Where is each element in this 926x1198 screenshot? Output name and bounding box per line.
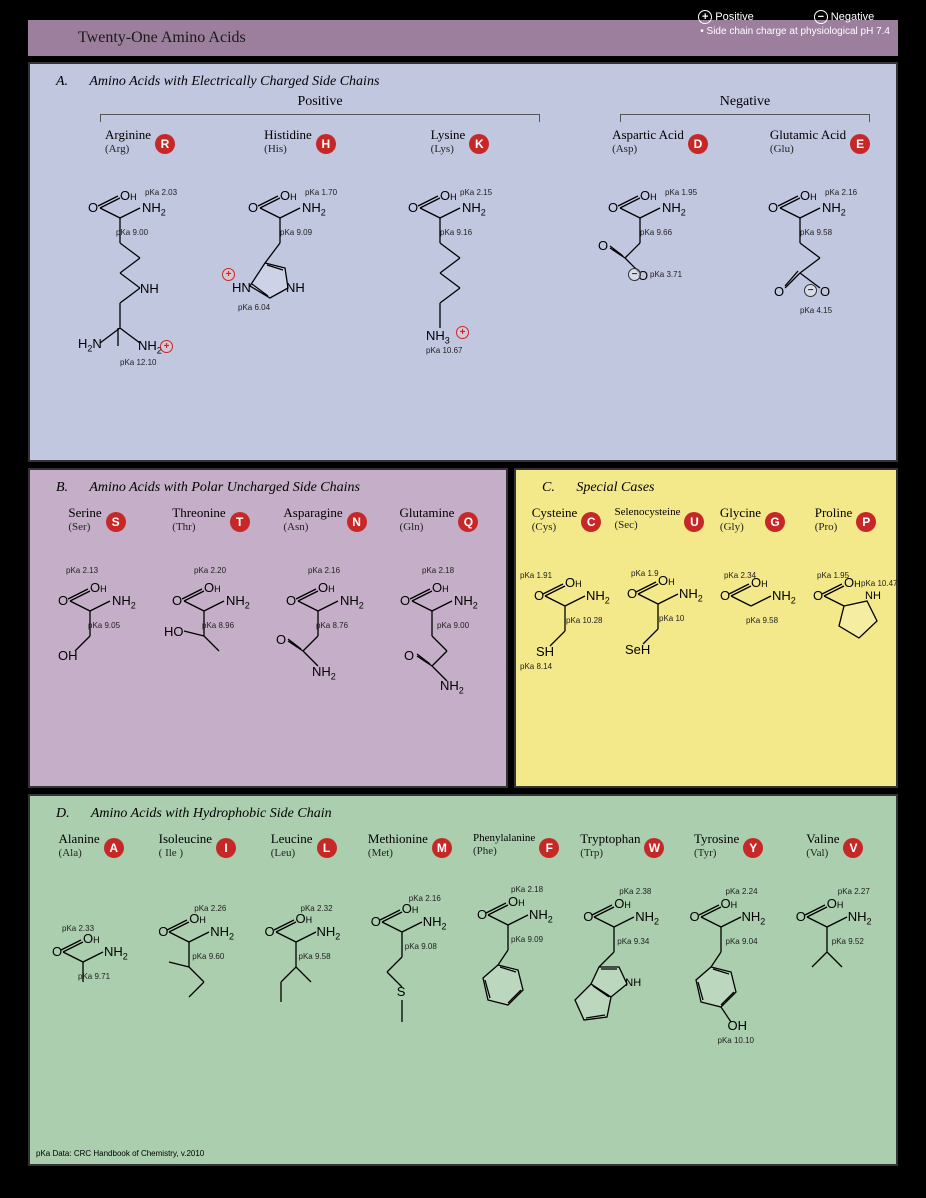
charge-pos-icon: + [160,340,173,353]
panel-c-label: C. Special Cases [516,470,896,496]
aa-valine: Valine (Val) V O OH NH2 pKa 2.27 pKa 9.5… [782,832,888,1132]
aa-phenylalanine: Phenylalanine (Phe) F O OH NH2 pKa 2.18 … [463,832,569,1132]
letter-badge: N [347,512,367,532]
letter-badge: A [104,838,124,858]
panel-b-label: B. Amino Acids with Polar Uncharged Side… [30,470,506,496]
panel-hydrophobic: D. Amino Acids with Hydrophobic Side Cha… [28,794,898,1166]
charge-pos-icon: + [222,268,235,281]
letter-badge: H [316,134,336,154]
aa-threonine: Threonine (Thr) T O OH NH2 pKa 2.20 pKa … [154,506,268,786]
page-title: Twenty-One Amino Acids [28,29,246,47]
aa-lysine: Lysine (Lys) K O OH NH2 pKa 2.15 pKa 9.1… [380,128,540,468]
panel-charged: A. Amino Acids with Electrically Charged… [28,62,898,462]
aa-proline: Proline (Pro) P O OH NH pKa 1.95 pKa 10.… [799,506,892,746]
letter-badge: W [644,838,664,858]
panel-polar: B. Amino Acids with Polar Uncharged Side… [28,468,508,788]
footnote: pKa Data: CRC Handbook of Chemistry, v.2… [36,1149,204,1158]
aa-aspartic: Aspartic Acid (Asp) D O OH NH2 pKa 1.95 … [580,128,740,468]
panel-a-label: A. Amino Acids with Electrically Charged… [30,64,896,90]
aa-selenocysteine: Selenocysteine (Sec) U O OH NH2 pKa 1.9 … [613,506,706,746]
letter-badge: S [106,512,126,532]
aa-tyrosine: Tyrosine (Tyr) Y O OH NH2 pKa 2.24 pKa 9… [676,832,782,1132]
brace-negative: Negative [620,94,870,122]
letter-badge: V [843,838,863,858]
letter-badge: K [469,134,489,154]
positive-icon: + [698,10,712,24]
legend: +Positive −Negative • Side chain charge … [698,10,890,37]
letter-badge: I [216,838,236,858]
aa-histidine: Histidine (His) H O OH NH2 pKa 1.70 pKa … [220,128,380,468]
negative-icon: − [814,10,828,24]
legend-sub: • Side chain charge at physiological pH … [700,26,890,37]
letter-badge: U [684,512,704,532]
legend-positive: Positive [715,11,754,23]
aa-arginine: Arginine (Arg) R O OH NH2 pKa 2.03 pKa 9… [60,128,220,468]
aa-asparagine: Asparagine (Asn) N O OH NH2 pKa 2.16 pKa… [268,506,382,786]
letter-badge: F [539,838,559,858]
aa-alanine: Alanine (Ala) A O OH NH2 pKa 2.33 pKa 9.… [38,832,144,1132]
aa-glutamine: Glutamine (Gln) Q O OH NH2 pKa 2.18 pKa … [382,506,496,786]
aa-methionine: Methionine (Met) M O OH NH2 pKa 2.16 pKa… [357,832,463,1132]
charge-neg-icon: − [804,284,817,297]
aa-glycine: Glycine (Gly) G O OH NH2 pKa 2.34 pKa 9.… [706,506,799,746]
panel-d-label: D. Amino Acids with Hydrophobic Side Cha… [30,796,896,822]
aa-isoleucine: Isoleucine ( Ile ) I O OH NH2 pKa 2.26 p… [144,832,250,1132]
panel-special: C. Special Cases Cysteine (Cys) C O OH N… [514,468,898,788]
letter-badge: C [581,512,601,532]
letter-badge: G [765,512,785,532]
brace-positive: Positive [100,94,540,122]
aa-glutamic: Glutamic Acid (Glu) E O OH NH2 pKa 2.16 … [740,128,900,468]
letter-badge: D [688,134,708,154]
letter-badge: Y [743,838,763,858]
legend-negative: Negative [831,11,874,23]
charge-neg-icon: − [628,268,641,281]
letter-badge: L [317,838,337,858]
letter-badge: M [432,838,452,858]
aa-cysteine: Cysteine (Cys) C O OH NH2 pKa 1.91 pKa 1… [520,506,613,746]
letter-badge: Q [458,512,478,532]
charge-pos-icon: + [456,326,469,339]
letter-badge: P [856,512,876,532]
aa-leucine: Leucine (Leu) L O OH NH2 pKa 2.32 pKa 9.… [251,832,357,1132]
letter-badge: R [155,134,175,154]
aa-serine: Serine (Ser) S O OH NH2 pKa 2.13 pKa 9.0… [40,506,154,786]
letter-badge: E [850,134,870,154]
letter-badge: T [230,512,250,532]
aa-tryptophan: Tryptophan (Trp) W O OH NH2 pKa 2.38 pKa… [569,832,675,1132]
